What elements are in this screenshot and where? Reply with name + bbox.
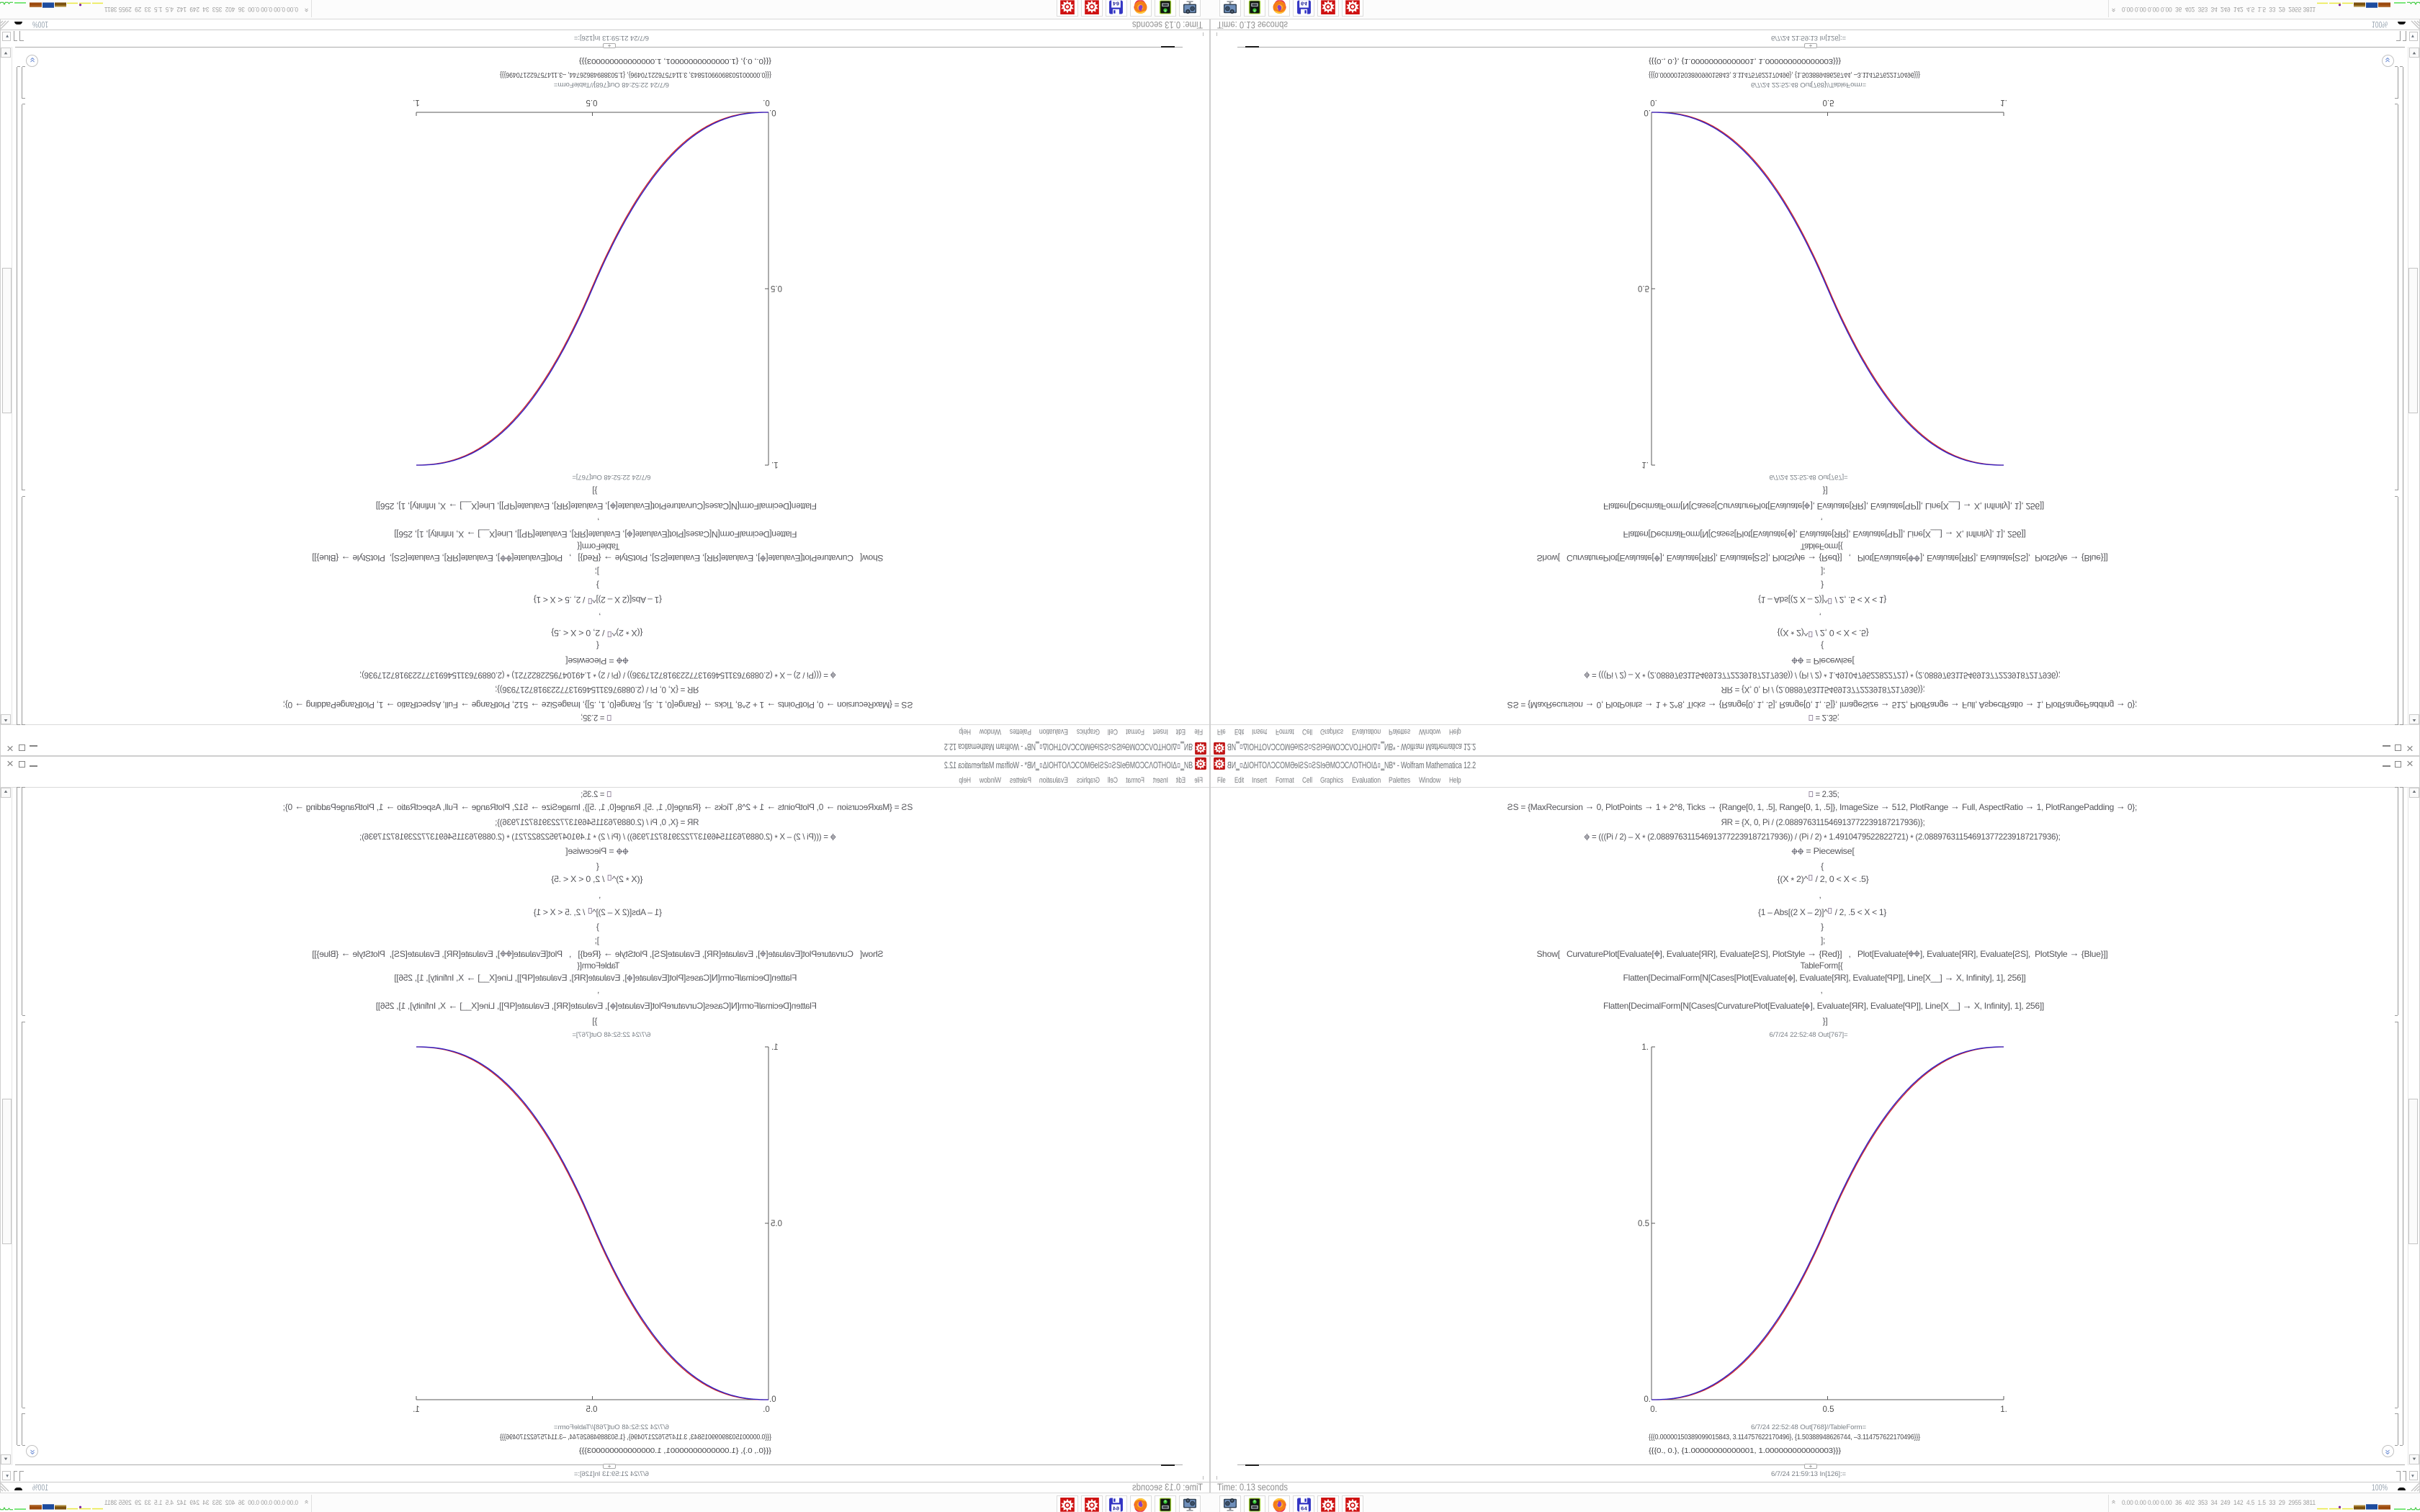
- svg-text:1.: 1.: [771, 460, 779, 469]
- svg-text:1.: 1.: [413, 1405, 420, 1414]
- svg-text:0.5: 0.5: [1823, 98, 1834, 107]
- svg-text:64: 64: [1300, 0, 1307, 5]
- svg-text:64: 64: [1113, 0, 1120, 5]
- svg-text:0.: 0.: [1644, 108, 1651, 117]
- svg-text:1.: 1.: [413, 98, 420, 107]
- svg-text:1.: 1.: [771, 1043, 779, 1052]
- svg-text:1.: 1.: [2000, 1405, 2007, 1414]
- svg-text:0.: 0.: [769, 1395, 776, 1404]
- svg-text:64: 64: [1113, 1507, 1120, 1512]
- svg-text:0.5: 0.5: [586, 98, 598, 107]
- svg-text:0.5: 0.5: [1638, 284, 1649, 292]
- svg-text:0.: 0.: [1650, 98, 1657, 107]
- svg-text:0.: 0.: [763, 1405, 770, 1414]
- svg-text:0.5: 0.5: [1823, 1405, 1834, 1414]
- svg-text:0.: 0.: [1650, 1405, 1657, 1414]
- svg-text:0.: 0.: [1644, 1395, 1651, 1404]
- svg-text:1.: 1.: [1641, 1043, 1649, 1052]
- svg-text:0.5: 0.5: [1638, 1220, 1649, 1228]
- svg-text:1.: 1.: [1641, 460, 1649, 469]
- svg-text:0.5: 0.5: [586, 1405, 598, 1414]
- svg-text:0.5: 0.5: [771, 284, 782, 292]
- svg-text:64: 64: [1300, 1507, 1307, 1512]
- svg-text:0.: 0.: [763, 98, 770, 107]
- svg-text:0.5: 0.5: [771, 1220, 782, 1228]
- svg-text:1.: 1.: [2000, 98, 2007, 107]
- svg-text:0.: 0.: [769, 108, 776, 117]
